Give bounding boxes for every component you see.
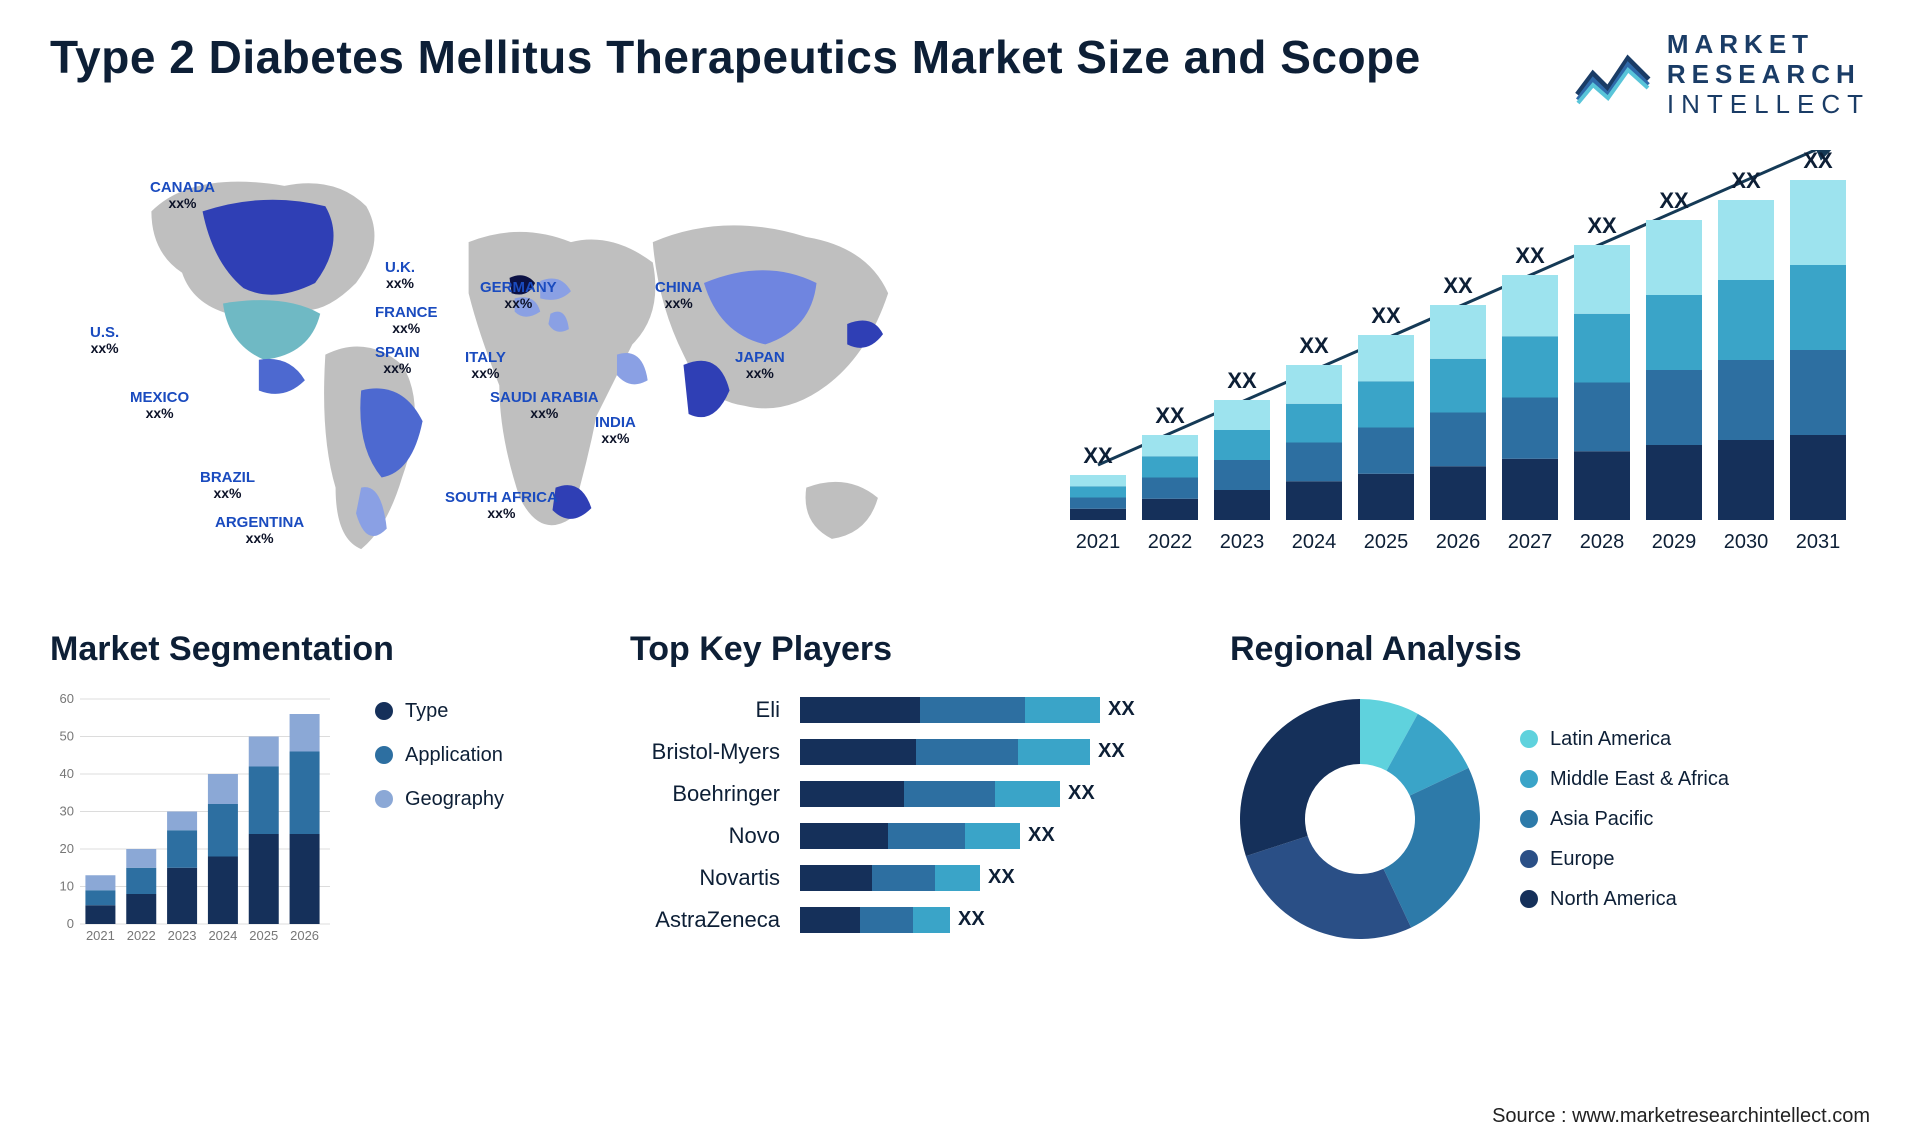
players-bars: XXXXXXXXXXXX (800, 689, 1190, 941)
svg-text:2021: 2021 (86, 928, 115, 943)
svg-text:XX: XX (1227, 368, 1257, 393)
players-names: EliBristol-MyersBoehringerNovoNovartisAs… (630, 689, 780, 941)
map-label: U.S.xx% (90, 325, 119, 357)
svg-text:40: 40 (60, 766, 74, 781)
svg-text:2021: 2021 (1076, 531, 1121, 553)
legend-item: Application (375, 733, 504, 777)
player-name: AstraZeneca (630, 899, 780, 941)
svg-text:XX: XX (1803, 150, 1833, 173)
svg-text:2028: 2028 (1580, 531, 1625, 553)
map-label: ITALYxx% (465, 350, 506, 382)
regional-legend: Latin AmericaMiddle East & AfricaAsia Pa… (1520, 719, 1729, 919)
map-label: SAUDI ARABIAxx% (490, 390, 599, 422)
world-map-panel: CANADAxx% U.S.xx% MEXICOxx% BRAZILxx% ARGENT… (50, 150, 1010, 590)
svg-text:XX: XX (1155, 403, 1185, 428)
growth-bar-chart: XX 2021 XX 2022 XX 2023 XX 2024 XX 2025 XX 2026 XX 20… (1050, 150, 1870, 590)
player-name: Boehringer (630, 773, 780, 815)
map-label: GERMANYxx% (480, 280, 557, 312)
svg-text:2030: 2030 (1724, 531, 1769, 553)
svg-text:30: 30 (60, 803, 74, 818)
players-panel: Top Key Players EliBristol-MyersBoehring… (630, 630, 1190, 1010)
source-label: Source : www.marketresearchintellect.com (1492, 1105, 1870, 1128)
map-label: ARGENTINAxx% (215, 515, 304, 547)
svg-text:0: 0 (67, 916, 74, 931)
segmentation-title: Market Segmentation (50, 630, 590, 669)
svg-text:XX: XX (1731, 168, 1761, 193)
logo-text: MARKET RESEARCH INTELLECT (1667, 30, 1870, 120)
segmentation-panel: Market Segmentation 0 10 20 30 40 50 60 2021 202… (50, 630, 590, 1010)
svg-text:2022: 2022 (127, 928, 156, 943)
svg-text:XX: XX (1299, 333, 1329, 358)
map-label: BRAZILxx% (200, 470, 255, 502)
player-bar-row: XX (800, 689, 1190, 731)
brand-logo: MARKET RESEARCH INTELLECT (1573, 30, 1870, 120)
players-title: Top Key Players (630, 630, 1190, 669)
map-label: INDIAxx% (595, 415, 636, 447)
svg-text:2024: 2024 (1292, 531, 1337, 553)
map-label: SPAINxx% (375, 345, 420, 377)
legend-item: Middle East & Africa (1520, 759, 1729, 799)
segmentation-legend: TypeApplicationGeography (375, 689, 504, 969)
page-title: Type 2 Diabetes Mellitus Therapeutics Ma… (50, 30, 1421, 84)
svg-text:XX: XX (1443, 273, 1473, 298)
svg-text:XX: XX (1515, 243, 1545, 268)
legend-item: Asia Pacific (1520, 799, 1729, 839)
map-label: FRANCExx% (375, 305, 438, 337)
player-name: Novartis (630, 857, 780, 899)
player-bar-row: XX (800, 899, 1190, 941)
svg-text:2026: 2026 (290, 928, 319, 943)
svg-text:2025: 2025 (1364, 531, 1409, 553)
player-bar-row: XX (800, 773, 1190, 815)
legend-item: Geography (375, 777, 504, 821)
svg-text:XX: XX (1371, 303, 1401, 328)
svg-text:2025: 2025 (249, 928, 278, 943)
svg-text:XX: XX (1083, 443, 1113, 468)
legend-item: Type (375, 689, 504, 733)
segmentation-bar-chart: 0 10 20 30 40 50 60 2021 2022 2023 2024 2025 2026 (50, 689, 350, 969)
svg-text:2024: 2024 (208, 928, 237, 943)
world-map-icon (50, 150, 1010, 590)
map-label: MEXICOxx% (130, 390, 189, 422)
svg-text:2022: 2022 (1148, 531, 1193, 553)
svg-text:20: 20 (60, 841, 74, 856)
regional-panel: Regional Analysis Latin AmericaMiddle Ea… (1230, 630, 1870, 1010)
svg-text:50: 50 (60, 728, 74, 743)
svg-text:2031: 2031 (1796, 531, 1841, 553)
legend-item: Europe (1520, 839, 1729, 879)
svg-text:XX: XX (1659, 188, 1689, 213)
svg-text:2026: 2026 (1436, 531, 1481, 553)
player-bar-row: XX (800, 815, 1190, 857)
logo-mark-icon (1573, 45, 1653, 105)
map-label: CHINAxx% (655, 280, 703, 312)
svg-text:2029: 2029 (1652, 531, 1697, 553)
regional-donut-chart (1230, 689, 1490, 949)
svg-text:2023: 2023 (1220, 531, 1265, 553)
player-name: Novo (630, 815, 780, 857)
svg-text:60: 60 (60, 691, 74, 706)
map-label: U.K.xx% (385, 260, 415, 292)
svg-text:2023: 2023 (168, 928, 197, 943)
legend-item: North America (1520, 879, 1729, 919)
player-bar-row: XX (800, 857, 1190, 899)
map-label: SOUTH AFRICAxx% (445, 490, 558, 522)
svg-text:2027: 2027 (1508, 531, 1553, 553)
svg-text:XX: XX (1587, 213, 1617, 238)
map-label: JAPANxx% (735, 350, 785, 382)
player-name: Bristol-Myers (630, 731, 780, 773)
svg-text:10: 10 (60, 878, 74, 893)
regional-title: Regional Analysis (1230, 630, 1870, 669)
player-name: Eli (630, 689, 780, 731)
map-label: CANADAxx% (150, 180, 215, 212)
legend-item: Latin America (1520, 719, 1729, 759)
player-bar-row: XX (800, 731, 1190, 773)
